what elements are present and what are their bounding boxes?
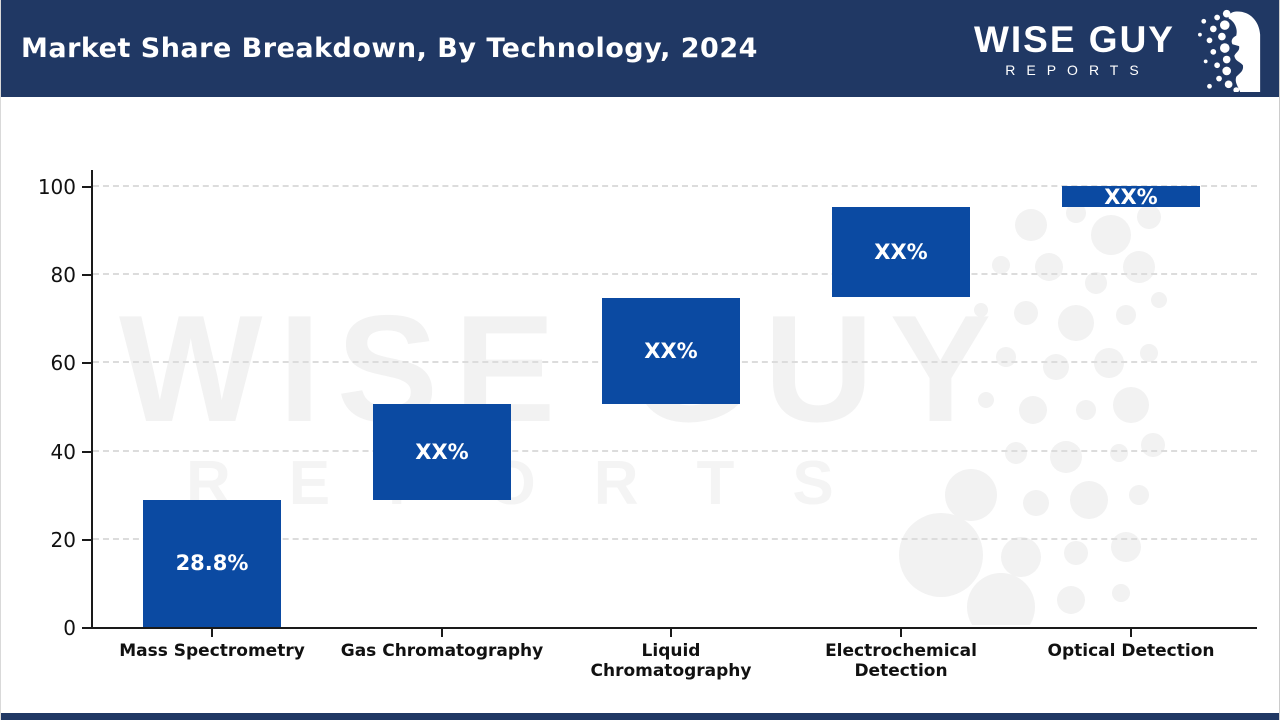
y-tick-60 <box>82 362 91 365</box>
bar-value-label: 28.8% <box>175 551 249 576</box>
x-tick-2 <box>670 629 672 637</box>
gridline-40 <box>93 449 1257 452</box>
footer-bar <box>1 713 1279 720</box>
x-tick-label-0: Mass Spectrometry <box>119 641 305 661</box>
y-tick-label-40: 40 <box>50 439 76 464</box>
bar-liquid-chromatography: XX% <box>602 298 740 404</box>
brand-name: WISE GUY <box>973 19 1175 60</box>
x-tick-4 <box>1130 629 1132 637</box>
x-tick-label-2: Liquid Chromatography <box>590 641 752 681</box>
bar-gas-chromatography: XX% <box>373 404 511 500</box>
plot-area: 0 20 40 60 80 100 28.8% Mass Spectrometry XX% Gas… <box>1 97 1279 713</box>
brand-logo-text: WISE GUY REPORTS <box>973 19 1175 79</box>
y-axis-line <box>91 170 93 629</box>
chart-title: Market Share Breakdown, By Technology, 2… <box>21 33 758 64</box>
bar-optical-detection: XX% <box>1062 184 1200 209</box>
bar-mass-spectrometry: 28.8% <box>143 499 281 627</box>
y-tick-label-100: 100 <box>37 175 76 199</box>
x-tick-label-3: Electrochemical Detection <box>825 641 977 681</box>
y-tick-40 <box>82 450 91 453</box>
header-bar: Market Share Breakdown, By Technology, 2… <box>1 0 1279 97</box>
brand-logo: WISE GUY REPORTS <box>974 6 1263 92</box>
x-tick-label-1: Gas Chromatography <box>340 641 544 661</box>
gridline-80 <box>93 273 1257 276</box>
brand-subtitle: REPORTS <box>1005 62 1150 78</box>
bar-value-label: XX% <box>1104 184 1158 209</box>
x-tick-3 <box>900 629 902 637</box>
x-tick-0 <box>211 629 213 637</box>
y-tick-100 <box>82 186 91 188</box>
bar-electrochemical-detection: XX% <box>832 206 970 298</box>
y-tick-label-60: 60 <box>50 351 76 376</box>
y-tick-label-80: 80 <box>50 263 76 288</box>
bar-value-label: XX% <box>415 440 469 465</box>
bar-value-label: XX% <box>644 339 698 364</box>
gridline-20 <box>93 537 1257 540</box>
y-tick-0 <box>82 627 91 629</box>
x-axis-line <box>90 627 1257 629</box>
brand-face-icon <box>1198 9 1261 92</box>
bar-value-label: XX% <box>874 239 928 264</box>
y-tick-label-20: 20 <box>50 527 76 552</box>
y-tick-80 <box>82 274 91 277</box>
gridline-100 <box>93 185 1257 187</box>
watermark-text: WISE GUY <box>119 284 1008 454</box>
x-tick-label-4: Optical Detection <box>1047 641 1215 661</box>
y-tick-label-0: 0 <box>63 616 76 640</box>
x-tick-1 <box>441 629 443 637</box>
y-tick-20 <box>82 538 91 541</box>
watermark-subtext: REPORTS <box>186 449 892 518</box>
